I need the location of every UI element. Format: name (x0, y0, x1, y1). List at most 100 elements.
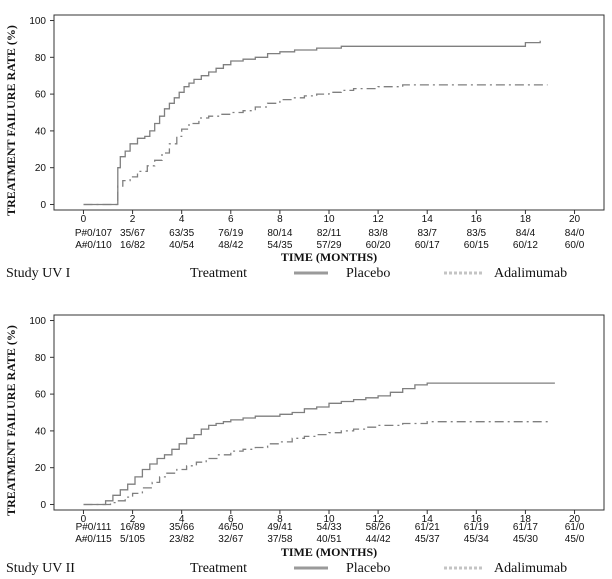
risk-table-cell: 35/66 (169, 522, 194, 533)
x-tick-label: 2 (130, 514, 136, 525)
x-axis-label: TIME (MONTHS) (281, 250, 377, 264)
risk-table-cell: 83/8 (368, 228, 388, 239)
chart-panel-2: 0 20 40 60 80 100 0 2 4 6 8 10 12 14 16 18 20 P#0/111 16/8… (4, 314, 605, 576)
x-tick-label: 10 (323, 514, 335, 525)
risk-table-cell: 57/29 (316, 240, 341, 251)
x-tick-label: 18 (520, 214, 532, 225)
risk-table-cell: 44/42 (366, 534, 391, 545)
x-tick-label: 6 (228, 214, 234, 225)
y-tick-label: 20 (35, 163, 47, 174)
x-tick-label: 14 (422, 214, 434, 225)
y-tick-label: 40 (35, 426, 47, 437)
risk-table-cell: 58/26 (366, 522, 391, 533)
series-line-placebo (83, 40, 541, 206)
legend-title: Treatment (190, 266, 247, 281)
y-tick-label: 0 (40, 500, 46, 511)
y-tick-label: 0 (40, 200, 46, 211)
legend-label-adalimumab: Adalimumab (494, 561, 567, 576)
x-tick-label: 0 (81, 214, 87, 225)
x-tick-label: 18 (520, 514, 532, 525)
risk-table-cell: 61/21 (415, 522, 440, 533)
risk-table-cell: 82/11 (317, 228, 342, 239)
risk-table-cell: 60/12 (513, 240, 538, 251)
risk-table-cell: 60/0 (565, 240, 585, 251)
risk-table-cell: 60/15 (464, 240, 489, 251)
y-tick-label: 60 (35, 390, 47, 401)
x-tick-label: 10 (323, 214, 335, 225)
risk-table-cell: 32/67 (218, 534, 243, 545)
x-tick-label: 4 (179, 514, 185, 525)
x-tick-label: 20 (569, 514, 581, 525)
risk-table-cell: 45/34 (464, 534, 489, 545)
risk-table-cell: 83/7 (417, 228, 437, 239)
plot-frame (53, 14, 605, 211)
risk-table-cell: 35/67 (120, 228, 145, 239)
plot-frame (53, 314, 605, 511)
x-tick-label: 12 (373, 214, 385, 225)
risk-table-cell: 5/105 (120, 534, 145, 545)
x-tick-label: 0 (81, 514, 87, 525)
series-line-placebo (83, 382, 555, 506)
risk-table-cell: 83/5 (467, 228, 487, 239)
risk-table-cell: 60/17 (415, 240, 440, 251)
risk-table-cell: P#0/107 (75, 228, 113, 239)
series-line-adalimumab (83, 84, 548, 206)
x-tick-label: 14 (422, 514, 434, 525)
x-tick-label: 2 (130, 214, 136, 225)
risk-table-cell: 45/0 (565, 534, 585, 545)
risk-table-cell: 23/82 (169, 534, 194, 545)
chart-panel-1: 0 20 40 60 80 100 0 2 4 6 8 10 12 14 16 18 20 P#0/107 35/6… (4, 14, 605, 281)
risk-table-cell: 54/35 (267, 240, 292, 251)
x-axis-label: TIME (MONTHS) (281, 545, 377, 559)
legend-title: Treatment (190, 561, 247, 576)
x-tick-label: 16 (471, 514, 483, 525)
y-axis-label: TREATMENT FAILURE RATE (%) (4, 325, 18, 516)
x-tick-label: 6 (228, 514, 234, 525)
legend-label-placebo: Placebo (346, 561, 390, 576)
y-tick-label: 20 (35, 463, 47, 474)
risk-table-cell: 40/51 (316, 534, 341, 545)
risk-table-cell: 45/37 (415, 534, 440, 545)
y-axis-label: TREATMENT FAILURE RATE (%) (4, 25, 18, 216)
risk-table-cell: P#0/111 (76, 522, 112, 533)
risk-table-cell: 61/0 (565, 522, 585, 533)
risk-table-cell: 48/42 (218, 240, 243, 251)
x-tick-label: 20 (569, 214, 581, 225)
legend-label-adalimumab: Adalimumab (494, 266, 567, 281)
risk-table-cell: 63/35 (169, 228, 194, 239)
risk-table-cell: 61/17 (513, 522, 538, 533)
risk-table-cell: 46/50 (218, 522, 243, 533)
risk-table-cell: 37/58 (267, 534, 292, 545)
risk-table-cell: A#0/115 (75, 534, 112, 545)
risk-table-cell: A#0/110 (75, 240, 112, 251)
study-label: Study UV I (6, 266, 71, 281)
x-tick-label: 8 (277, 214, 283, 225)
y-tick-label: 80 (35, 353, 47, 364)
y-tick-label: 60 (35, 90, 47, 101)
risk-table-cell: 76/19 (218, 228, 243, 239)
x-tick-label: 12 (373, 514, 385, 525)
legend: Study UV I Treatment Placebo Adalimumab (6, 266, 567, 281)
risk-table-cell: 84/0 (565, 228, 585, 239)
risk-table-cell: 80/14 (267, 228, 292, 239)
y-tick-label: 40 (35, 126, 47, 137)
risk-table-cell: 40/54 (169, 240, 194, 251)
risk-table-cell: 54/33 (316, 522, 341, 533)
y-tick-label: 80 (35, 53, 47, 64)
risk-table-cell: 49/41 (267, 522, 292, 533)
x-tick-label: 16 (471, 214, 483, 225)
risk-table-cell: 16/89 (120, 522, 145, 533)
risk-table-cell: 45/30 (513, 534, 538, 545)
risk-table-cell: 84/4 (516, 228, 536, 239)
x-tick-label: 4 (179, 214, 185, 225)
risk-table-cell: 60/20 (366, 240, 391, 251)
risk-table-cell: 16/82 (120, 240, 145, 251)
study-label: Study UV II (6, 561, 75, 576)
y-tick-label: 100 (29, 16, 46, 27)
y-tick-label: 100 (29, 316, 46, 327)
legend-label-placebo: Placebo (346, 266, 390, 281)
x-tick-label: 8 (277, 514, 283, 525)
series-line-adalimumab (83, 421, 550, 506)
risk-table-cell: 61/19 (464, 522, 489, 533)
